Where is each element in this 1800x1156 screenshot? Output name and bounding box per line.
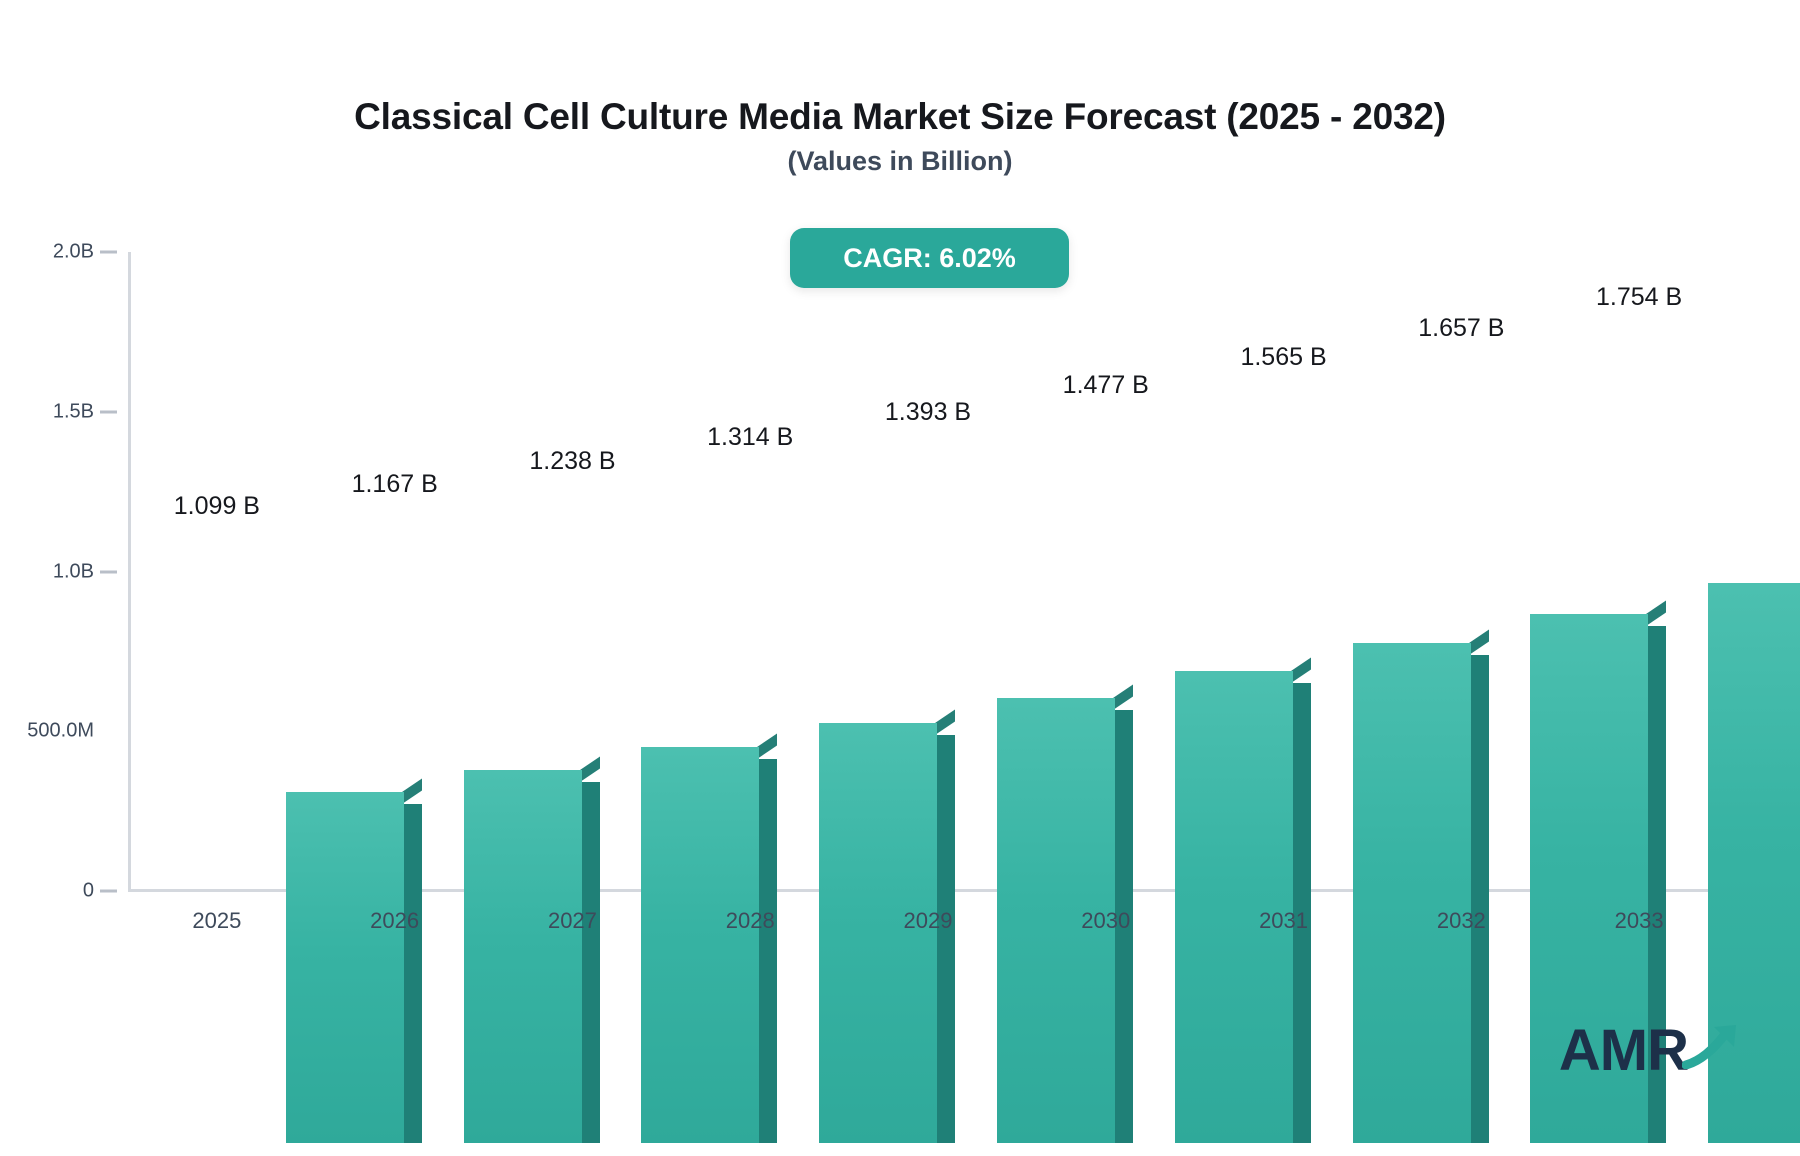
bar-front-face bbox=[285, 791, 404, 1143]
bar bbox=[1352, 629, 1489, 1143]
bar-front-face bbox=[463, 770, 582, 1143]
bar-front-face bbox=[1352, 642, 1471, 1143]
bar-value-label: 1.099 B bbox=[173, 491, 260, 520]
x-tick-label: 2027 bbox=[547, 908, 597, 933]
y-tick-label: 2.0B bbox=[52, 240, 94, 263]
y-tick-mark bbox=[100, 889, 117, 893]
bar-top-face bbox=[1113, 684, 1133, 710]
arrow-up-right-icon bbox=[1681, 1021, 1744, 1074]
bar bbox=[997, 684, 1133, 1143]
bar-value-label: 1.314 B bbox=[707, 423, 794, 452]
bar-top-face bbox=[757, 733, 778, 760]
x-tick-label: 2028 bbox=[725, 908, 775, 933]
chart-title: Classical Cell Culture Media Market Size… bbox=[354, 96, 1446, 137]
bar bbox=[1174, 657, 1311, 1143]
y-tick-label: 500.0M bbox=[27, 719, 94, 742]
bar-top-face bbox=[1646, 600, 1667, 626]
bar-top-face bbox=[1290, 657, 1311, 684]
bar-side-face bbox=[403, 803, 422, 1143]
bar bbox=[641, 733, 778, 1143]
bar-side-face bbox=[1292, 683, 1311, 1143]
y-axis-line bbox=[128, 252, 131, 891]
bar-front-face bbox=[1174, 671, 1293, 1143]
x-tick-label: 2026 bbox=[370, 908, 420, 933]
x-tick-label: 2033 bbox=[1614, 908, 1664, 933]
bar-side-face bbox=[1115, 709, 1133, 1143]
amr-logo-text: AMR bbox=[1558, 1018, 1689, 1083]
x-tick-label: 2031 bbox=[1259, 908, 1309, 933]
bar-value-label: 1.754 B bbox=[1596, 282, 1683, 311]
bar-value-label: 1.565 B bbox=[1240, 342, 1327, 371]
bar-front-face bbox=[1530, 613, 1649, 1143]
bar-front-face bbox=[641, 747, 760, 1143]
bar-value-label: 1.477 B bbox=[1062, 371, 1149, 400]
bar-value-label: 1.167 B bbox=[351, 470, 438, 499]
cagr-badge-label: CAGR: 6.02% bbox=[843, 242, 1016, 273]
bar-front-face bbox=[1708, 582, 1800, 1143]
bar-top-face bbox=[579, 756, 600, 783]
bar-value-label: 1.393 B bbox=[884, 397, 972, 426]
x-tick-label: 2032 bbox=[1436, 908, 1486, 933]
bar-front-face bbox=[997, 697, 1115, 1143]
plot-area bbox=[128, 252, 1800, 1143]
x-tick-label: 2030 bbox=[1081, 908, 1131, 933]
bar-top-face bbox=[1468, 629, 1489, 655]
bar-side-face bbox=[759, 759, 778, 1143]
x-tick-label: 2029 bbox=[903, 908, 953, 933]
bar bbox=[463, 756, 600, 1143]
y-tick-label: 1.0B bbox=[52, 560, 94, 582]
y-tick-mark bbox=[100, 410, 117, 414]
y-tick-label: 0 bbox=[82, 879, 94, 902]
bar bbox=[819, 709, 956, 1143]
bar-top-face bbox=[401, 778, 422, 804]
bar-side-face bbox=[937, 735, 956, 1143]
y-tick-mark bbox=[100, 570, 117, 573]
bar-side-face bbox=[1470, 654, 1489, 1143]
x-tick-label: 2025 bbox=[192, 908, 242, 933]
y-tick-mark bbox=[100, 250, 117, 254]
bar-side-face bbox=[1648, 625, 1667, 1143]
bar bbox=[1530, 600, 1667, 1143]
bar-front-face bbox=[819, 723, 938, 1143]
bar bbox=[285, 778, 422, 1143]
chart-subtitle: (Values in Billion) bbox=[787, 146, 1013, 176]
bar bbox=[1708, 582, 1800, 1143]
bar-top-face bbox=[935, 709, 956, 736]
y-tick-label: 1.5B bbox=[52, 400, 94, 423]
amr-logo: AMR bbox=[1559, 1021, 1744, 1080]
bar-side-face bbox=[581, 782, 600, 1143]
bar-value-label: 1.657 B bbox=[1418, 313, 1505, 342]
cagr-badge: CAGR: 6.02% bbox=[790, 228, 1069, 288]
bar-value-label: 1.238 B bbox=[529, 447, 616, 476]
